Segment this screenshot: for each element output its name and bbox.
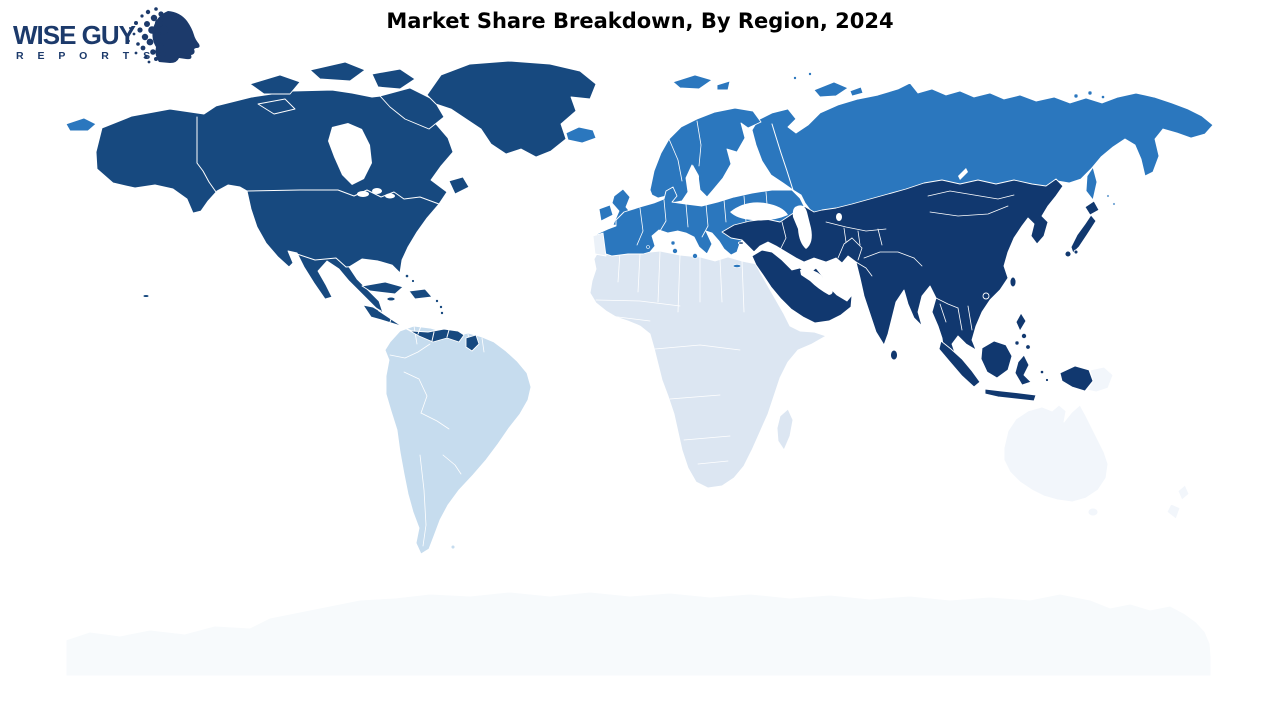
island-shape-cuba bbox=[361, 281, 404, 295]
europe-islands bbox=[646, 240, 742, 268]
island-shape-svalbard-east bbox=[716, 80, 731, 91]
north-america-country-borders bbox=[196, 116, 450, 342]
country-shape-chukotka-wrap bbox=[65, 117, 97, 132]
island-shape-borneo bbox=[980, 340, 1013, 379]
region-shape-scandinavia bbox=[649, 107, 762, 204]
moluccas-islands bbox=[1040, 370, 1049, 382]
country-shape-japan-hokkaido bbox=[1084, 200, 1100, 216]
region-oceania bbox=[1003, 366, 1190, 520]
lake-shape-great-lakes-west bbox=[357, 191, 369, 197]
island-shape-hainan bbox=[982, 292, 990, 300]
border-us-canada bbox=[246, 189, 440, 205]
chart-title: Market Share Breakdown, By Region, 2024 bbox=[386, 9, 894, 33]
region-north-america bbox=[95, 60, 597, 343]
country-shape-portugal bbox=[592, 232, 607, 257]
sea-shape-hudson-bay bbox=[328, 123, 372, 185]
country-shape-japan-honshu bbox=[1070, 214, 1097, 254]
country-shape-iceland bbox=[565, 126, 597, 144]
island-shape-sumatra bbox=[938, 340, 981, 388]
inland-seas-and-lakes bbox=[328, 123, 968, 295]
lake-shape-great-lakes-east bbox=[385, 193, 395, 199]
lake-shape-great-lakes-mid bbox=[372, 188, 382, 194]
country-shape-greenland bbox=[426, 60, 597, 158]
region-south-america bbox=[384, 325, 532, 555]
country-shape-new-zealand-south bbox=[1166, 503, 1181, 520]
continent-shape-south-america bbox=[384, 325, 532, 555]
border-russia-europe bbox=[771, 123, 794, 191]
region-shape-arabian-peninsula bbox=[751, 249, 853, 324]
logo-subtext: R E P O R T S bbox=[16, 50, 156, 62]
logo-head-icon bbox=[128, 7, 200, 64]
island-shape-novaya-zemlya-north bbox=[849, 86, 864, 97]
country-shape-tasmania bbox=[1087, 507, 1099, 517]
island-shape-hawaii bbox=[142, 294, 150, 298]
island-shape-taiwan bbox=[1009, 276, 1017, 288]
logo-wordmark: WISE GUY bbox=[13, 20, 136, 50]
island-shape-novaya-zemlya bbox=[813, 81, 849, 98]
continent-shape-north-america bbox=[95, 89, 465, 343]
region-french-guiana bbox=[465, 334, 480, 352]
country-shape-new-zealand-north bbox=[1177, 484, 1190, 501]
lake-shape-aral bbox=[836, 213, 842, 221]
continent-shape-africa bbox=[589, 249, 827, 489]
canadian-arctic-islands bbox=[249, 61, 445, 130]
country-shape-sri-lanka bbox=[890, 349, 898, 361]
island-shape-cyprus bbox=[738, 241, 744, 245]
africa-country-borders bbox=[595, 251, 745, 465]
sea-shape-caspian bbox=[792, 205, 812, 249]
asia-country-borders bbox=[779, 190, 1015, 331]
country-shape-japan-kyushu bbox=[1064, 250, 1072, 258]
philippines-islands bbox=[1014, 333, 1031, 350]
island-shape-hispaniola bbox=[408, 288, 433, 300]
region-antarctica bbox=[65, 591, 1212, 677]
country-shape-antarctica bbox=[65, 591, 1212, 677]
lake-shape-baikal bbox=[958, 168, 968, 180]
region-africa bbox=[589, 249, 827, 489]
brand-logo: WISE GUY R E P O R T S bbox=[8, 3, 218, 67]
island-shape-sulawesi bbox=[1014, 354, 1032, 386]
sea-shape-black-sea bbox=[730, 202, 788, 221]
island-shape-java bbox=[984, 388, 1037, 402]
sea-shape-persian-gulf bbox=[800, 269, 833, 295]
border-us-mexico bbox=[293, 252, 359, 268]
island-shape-falklands bbox=[450, 544, 456, 550]
country-shape-madagascar bbox=[776, 408, 794, 451]
country-shape-japan-shikoku bbox=[1073, 249, 1079, 255]
island-shape-svalbard bbox=[672, 74, 713, 90]
region-shape-west-papua bbox=[1059, 365, 1094, 392]
russia-arctic-islands bbox=[793, 72, 1116, 206]
island-shape-newfoundland bbox=[448, 176, 470, 195]
country-shape-australia bbox=[1003, 404, 1109, 503]
country-shape-ireland bbox=[598, 204, 614, 222]
country-shape-philippines-luzon bbox=[1015, 312, 1027, 332]
island-shape-baffin bbox=[379, 87, 445, 130]
island-shape-sakhalin bbox=[1085, 166, 1098, 201]
sea-shape-baltic-gulf bbox=[692, 165, 699, 190]
region-portugal bbox=[592, 232, 607, 257]
border-alaska-canada bbox=[196, 116, 223, 201]
south-america-country-borders bbox=[389, 325, 485, 547]
region-russia bbox=[65, 72, 1214, 216]
country-shape-french-guiana bbox=[465, 334, 480, 352]
brand-logo-svg: WISE GUY R E P O R T S bbox=[13, 7, 200, 64]
caribbean-islands bbox=[386, 274, 444, 315]
